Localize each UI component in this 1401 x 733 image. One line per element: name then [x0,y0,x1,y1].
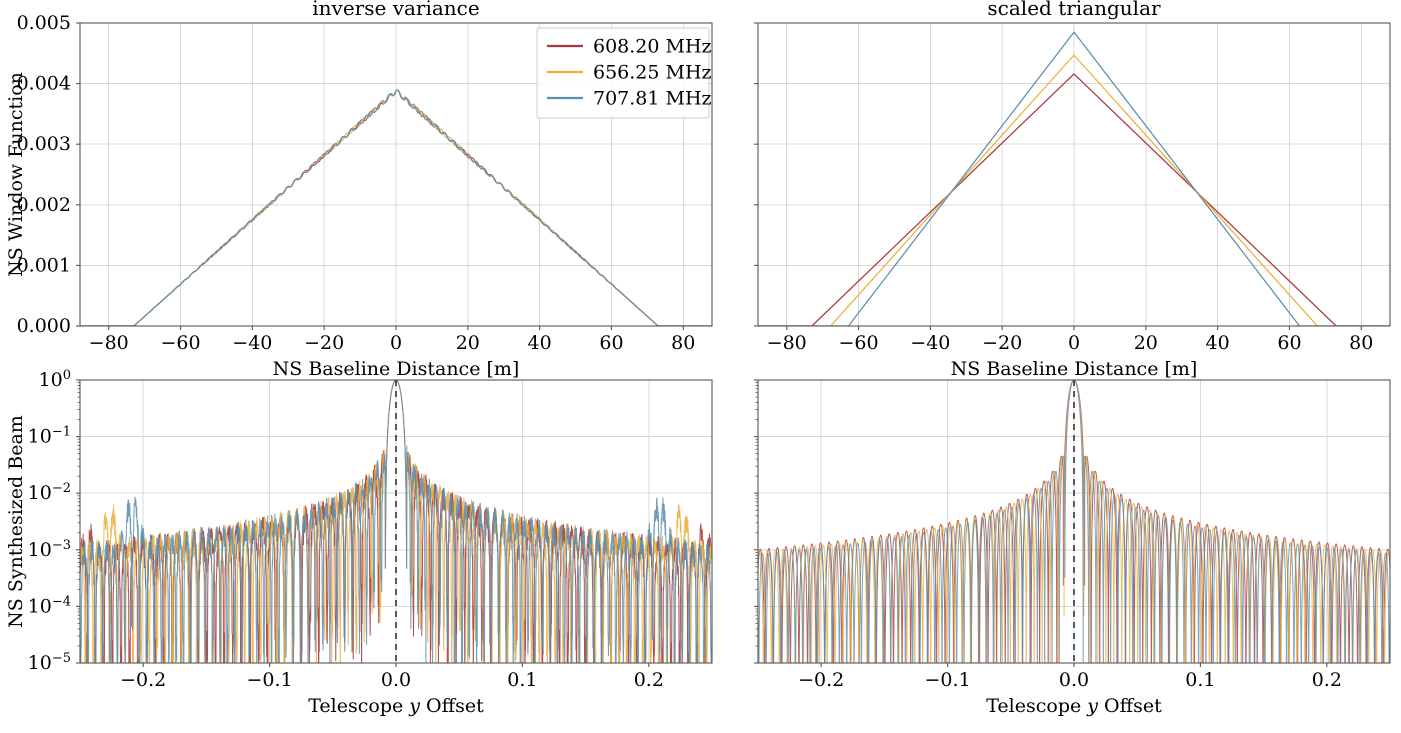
legend: 608.20 MHz 656.25 MHz 707.81 MHz [536,27,712,119]
x-tick-label: 0.0 [1059,669,1089,691]
beam-curve-608-20-MHz [758,380,1390,663]
x-tick-label: 20 [456,332,480,354]
x-tick-label: 20 [1134,332,1158,354]
data-layer-bottom-left [80,380,712,663]
data-layer-top-left [80,89,712,326]
x-tick-label: 0.1 [507,669,537,691]
x-tick-label: 80 [1349,332,1373,354]
x-tick-label: −0.1 [247,669,293,691]
y-tick-label: 0.003 [17,133,71,155]
series-triangle-707-81-MHz [758,31,1390,326]
x-tick-label: 0.2 [1312,669,1342,691]
x-tick-label: −0.2 [798,669,844,691]
x-axis-label-bottom-right: Telescope y Offset [986,695,1162,717]
y-tick-label: 0.000 [17,315,71,337]
panel-title-top-left: inverse variance [312,0,479,20]
x-tick-label: 60 [599,332,623,354]
x-tick-label: −0.1 [925,669,971,691]
ticks-bottom-right: −0.2 −0.1 0.0 0.1 0.2 [754,379,1342,691]
panel-inverse-variance-window: −80 −60 −40 −20 0 20 40 60 80 0.000 0.001 0.002 0.00… [0,0,713,380]
gridlines-bottom-right [758,379,1390,664]
x-tick-label: 80 [671,332,695,354]
x-tick-label: 0 [1068,332,1080,354]
panel-inverse-variance-beam: −0.2 −0.1 0.0 0.1 0.2 10−5 10−4 10−3 10−2 10−1 100… [0,366,713,733]
beam-curve-656-25-MHz [758,380,1390,663]
ticks-bottom-left: −0.2 −0.1 0.0 0.1 0.2 10−5 10−4 10−3 10−2 10−1 100 [28,368,664,691]
gridlines-top-right [758,22,1390,327]
ticks-top-right: −80 −60 −40 −20 0 20 40 60 80 [754,22,1373,354]
beam-curve-707-81-MHz [758,380,1390,663]
x-axis-label-bottom-left: Telescope y Offset [308,695,484,717]
x-axis-label-top-right: NS Baseline Distance [m] [951,358,1198,380]
y-tick-label: 10−4 [28,594,71,617]
y-tick-label: 0.004 [17,73,71,95]
series-triangle-608-20-MHz [758,73,1390,326]
plot-bottom-left: −0.2 −0.1 0.0 0.1 0.2 10−5 10−4 10−3 10−2 10−1 100… [5,368,713,717]
legend-label-2: 707.81 MHz [593,88,712,110]
series-curve-707-81-MHz [80,89,712,326]
x-tick-label: −40 [910,332,950,354]
ticks-top-left: −80 −60 −40 −20 0 20 40 60 80 0.000 0.001 0.002 0.00… [17,12,696,354]
y-tick-label: 10−5 [28,651,71,674]
x-tick-label: 0.2 [634,669,664,691]
x-tick-label: −20 [982,332,1022,354]
x-tick-label: 40 [1206,332,1230,354]
panel-scaled-triangular-beam: −0.2 −0.1 0.0 0.1 0.2 Telescope y Offset [700,366,1401,733]
data-layer-bottom-right [758,380,1390,663]
x-tick-label: 60 [1277,332,1301,354]
x-tick-label: 0 [390,332,402,354]
y-tick-label: 10−1 [28,425,71,448]
beam-curve-707-81-MHz [80,380,712,663]
panel-title-top-right: scaled triangular [987,0,1161,20]
y-tick-label: 0.001 [17,254,71,276]
x-tick-label: −40 [232,332,272,354]
x-tick-label: 0.1 [1185,669,1215,691]
x-tick-label: −80 [89,332,129,354]
x-tick-label: −80 [767,332,807,354]
x-axis-label-top-left: NS Baseline Distance [m] [273,358,520,380]
beam-curve-656-25-MHz [80,380,712,663]
x-tick-label: −0.2 [120,669,166,691]
panel-scaled-triangular-window: −80 −60 −40 −20 0 20 40 60 80 NS Baseline Distanc… [700,0,1401,380]
x-tick-label: −60 [838,332,878,354]
x-tick-label: 40 [528,332,552,354]
x-tick-label: −60 [160,332,200,354]
legend-label-0: 608.20 MHz [593,36,712,58]
y-tick-label: 100 [39,368,71,391]
y-tick-label: 10−2 [28,481,71,504]
y-axis-label-bottom-left: NS Synthesized Beam [5,415,27,628]
y-tick-label: 0.002 [17,194,71,216]
plot-top-left: −80 −60 −40 −20 0 20 40 60 80 0.000 0.001 0.002 0.00… [5,0,713,380]
gridlines-bottom-left [80,379,712,664]
series-triangle-656-25-MHz [758,54,1390,326]
legend-background [536,27,710,119]
x-tick-label: −20 [304,332,344,354]
y-tick-label: 10−3 [28,538,71,561]
y-tick-label: 0.005 [17,12,71,34]
legend-label-1: 656.25 MHz [593,62,712,84]
y-axis-label-top-left: NS Window Function [5,72,27,277]
plot-top-right: −80 −60 −40 −20 0 20 40 60 80 NS Baseline Distanc… [754,0,1391,380]
x-tick-label: 0.0 [381,669,411,691]
plot-bottom-right: −0.2 −0.1 0.0 0.1 0.2 Telescope y Offset [754,379,1391,717]
data-layer-top-right [758,31,1390,326]
